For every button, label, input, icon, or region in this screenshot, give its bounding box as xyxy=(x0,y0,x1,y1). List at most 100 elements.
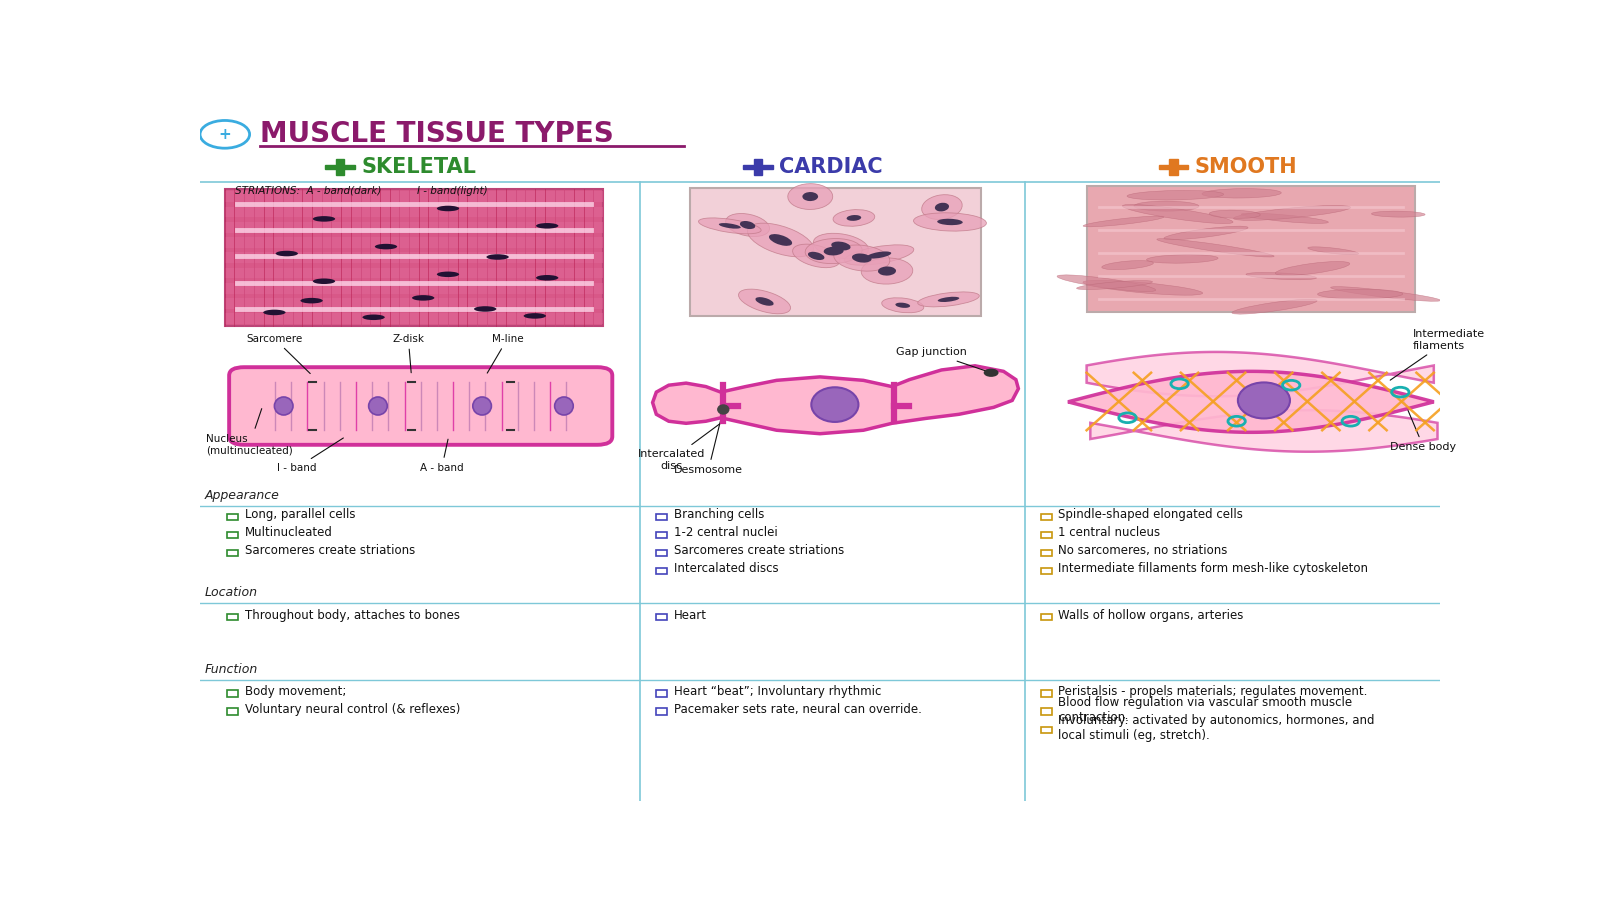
Polygon shape xyxy=(653,365,1019,434)
Ellipse shape xyxy=(739,289,790,314)
Ellipse shape xyxy=(861,258,912,284)
Ellipse shape xyxy=(1202,189,1282,198)
Text: Appearance: Appearance xyxy=(205,490,280,502)
Text: CARDIAC: CARDIAC xyxy=(779,157,883,177)
Text: STRIATIONS:  A - band(dark): STRIATIONS: A - band(dark) xyxy=(235,185,381,195)
Ellipse shape xyxy=(845,245,914,266)
Text: Gap junction: Gap junction xyxy=(896,347,989,372)
Text: Multinucleated: Multinucleated xyxy=(245,526,333,539)
Ellipse shape xyxy=(918,292,979,307)
Ellipse shape xyxy=(938,219,963,225)
Ellipse shape xyxy=(934,202,949,211)
Text: Intercalated discs: Intercalated discs xyxy=(674,562,778,575)
Text: Intercalated
disc: Intercalated disc xyxy=(637,423,722,471)
Text: SMOOTH: SMOOTH xyxy=(1195,157,1298,177)
FancyBboxPatch shape xyxy=(742,165,773,169)
Ellipse shape xyxy=(811,387,859,422)
FancyBboxPatch shape xyxy=(690,188,981,316)
FancyBboxPatch shape xyxy=(1086,185,1416,312)
Ellipse shape xyxy=(1134,201,1198,212)
Ellipse shape xyxy=(474,306,496,311)
FancyBboxPatch shape xyxy=(224,313,603,324)
Text: Involuntary: activated by autonomics, hormones, and
local stimuli (eg, stretch).: Involuntary: activated by autonomics, ho… xyxy=(1058,714,1374,742)
Text: Dense body: Dense body xyxy=(1390,395,1456,452)
Text: Sarcomeres create striations: Sarcomeres create striations xyxy=(245,544,414,557)
Ellipse shape xyxy=(314,216,334,221)
Ellipse shape xyxy=(1232,300,1317,314)
Text: Voluntary neural control (& reflexes): Voluntary neural control (& reflexes) xyxy=(245,703,461,716)
Ellipse shape xyxy=(437,272,459,277)
Ellipse shape xyxy=(813,233,869,258)
FancyBboxPatch shape xyxy=(1170,158,1178,176)
Ellipse shape xyxy=(1123,204,1234,223)
Ellipse shape xyxy=(851,254,872,263)
Ellipse shape xyxy=(739,221,755,229)
Ellipse shape xyxy=(896,302,910,308)
Ellipse shape xyxy=(1307,247,1358,255)
Ellipse shape xyxy=(1317,289,1403,299)
Ellipse shape xyxy=(792,244,840,267)
FancyBboxPatch shape xyxy=(224,222,603,232)
Ellipse shape xyxy=(1157,238,1274,257)
Text: A - band: A - band xyxy=(419,439,464,472)
Ellipse shape xyxy=(846,215,861,220)
Polygon shape xyxy=(1090,410,1437,452)
Text: Intermediate fillaments form mesh-like cytoskeleton: Intermediate fillaments form mesh-like c… xyxy=(1058,562,1368,575)
Text: I - band(light): I - band(light) xyxy=(418,185,488,195)
FancyBboxPatch shape xyxy=(224,252,603,263)
Ellipse shape xyxy=(770,234,792,246)
Text: Long, parallel cells: Long, parallel cells xyxy=(245,508,355,521)
Ellipse shape xyxy=(264,310,285,315)
Ellipse shape xyxy=(1126,191,1224,200)
Ellipse shape xyxy=(523,313,546,319)
Ellipse shape xyxy=(1331,287,1440,302)
Ellipse shape xyxy=(555,397,573,415)
Text: Sarcomeres create striations: Sarcomeres create striations xyxy=(674,544,843,557)
Ellipse shape xyxy=(275,251,298,256)
Ellipse shape xyxy=(474,397,491,415)
Ellipse shape xyxy=(1210,211,1261,219)
Text: Desmosome: Desmosome xyxy=(674,412,742,475)
FancyBboxPatch shape xyxy=(224,189,603,327)
Text: M-line: M-line xyxy=(488,334,523,373)
Ellipse shape xyxy=(486,254,509,260)
Text: Sarcomere: Sarcomere xyxy=(246,334,310,373)
Ellipse shape xyxy=(1058,274,1155,292)
Text: Peristalsis - propels materials; regulates movement.: Peristalsis - propels materials; regulat… xyxy=(1058,685,1368,698)
Ellipse shape xyxy=(374,244,397,249)
Text: Pacemaker sets rate, neural can override.: Pacemaker sets rate, neural can override… xyxy=(674,703,922,716)
Ellipse shape xyxy=(882,298,923,313)
Circle shape xyxy=(984,369,998,377)
Text: Heart “beat”; Involuntary rhythmic: Heart “beat”; Involuntary rhythmic xyxy=(674,685,882,698)
Text: Heart: Heart xyxy=(674,608,707,622)
Ellipse shape xyxy=(834,245,890,271)
Ellipse shape xyxy=(834,210,875,226)
FancyBboxPatch shape xyxy=(224,237,603,248)
Ellipse shape xyxy=(922,194,962,220)
Ellipse shape xyxy=(878,266,896,275)
Text: 1-2 central nuclei: 1-2 central nuclei xyxy=(674,526,778,539)
Ellipse shape xyxy=(1371,212,1426,217)
Ellipse shape xyxy=(718,223,741,229)
Text: Function: Function xyxy=(205,662,258,676)
Ellipse shape xyxy=(787,184,832,210)
Ellipse shape xyxy=(938,297,960,302)
Text: Blood flow regulation via vascular smooth muscle
contraction.: Blood flow regulation via vascular smoot… xyxy=(1058,696,1352,724)
Ellipse shape xyxy=(368,397,387,415)
FancyBboxPatch shape xyxy=(336,158,344,176)
Text: Throughout body, attaches to bones: Throughout body, attaches to bones xyxy=(245,608,459,622)
FancyBboxPatch shape xyxy=(229,367,613,445)
FancyBboxPatch shape xyxy=(224,267,603,278)
Text: No sarcomeres, no striations: No sarcomeres, no striations xyxy=(1058,544,1227,557)
Ellipse shape xyxy=(832,241,851,250)
Ellipse shape xyxy=(1242,213,1328,223)
Polygon shape xyxy=(1069,372,1434,432)
Text: Location: Location xyxy=(205,586,258,599)
Ellipse shape xyxy=(699,218,762,234)
FancyBboxPatch shape xyxy=(1158,165,1189,169)
Ellipse shape xyxy=(275,397,293,415)
Ellipse shape xyxy=(867,251,891,258)
Text: +: + xyxy=(219,127,230,142)
Ellipse shape xyxy=(536,275,558,281)
Text: SKELETAL: SKELETAL xyxy=(362,157,477,177)
